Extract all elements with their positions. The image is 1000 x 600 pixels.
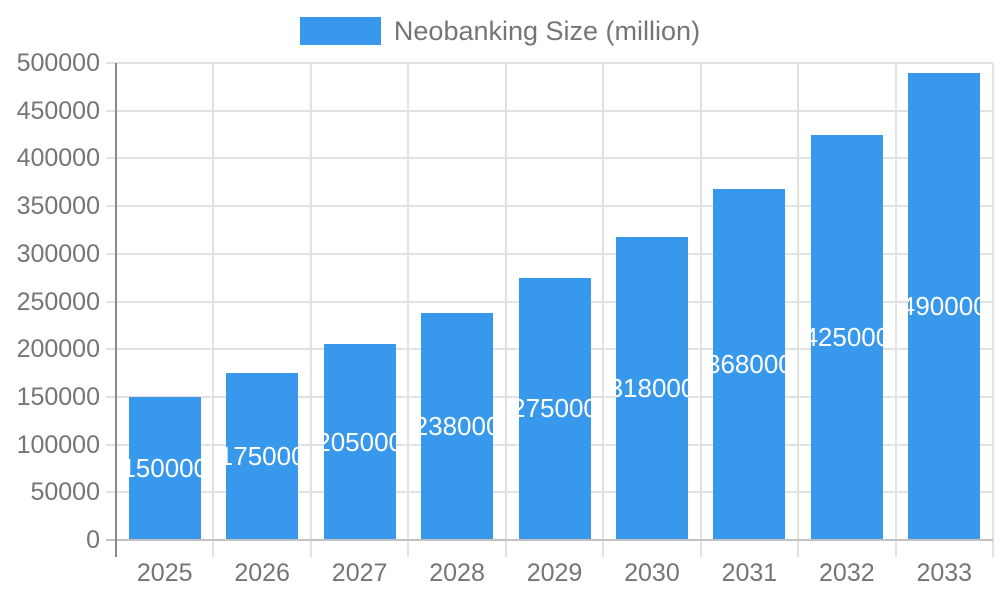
y-tick-label: 150000 [16,382,100,411]
y-tick-label: 0 [86,526,100,554]
x-gridline [992,63,994,557]
y-tick-label: 50000 [30,478,100,507]
x-gridline [699,63,702,557]
x-tick-label: 2032 [819,559,875,587]
bar: 425000 [810,134,883,540]
x-tick-label: 2033 [916,559,973,587]
y-tick-label: 300000 [16,239,100,268]
x-gridline [602,63,605,557]
x-tick-label: 2031 [721,559,778,587]
bar-value-label: 425000 [811,321,883,352]
bar: 150000 [128,396,201,540]
y-tick-label: 200000 [16,335,100,364]
bar-value-label: 490000 [908,290,980,321]
x-tick-label: 2025 [136,559,193,587]
bar-value-label: 318000 [616,372,688,403]
bar: 368000 [713,188,786,540]
x-gridline [894,63,897,557]
y-tick-label: 450000 [16,96,100,125]
x-gridline [309,63,312,557]
x-tick-label: 2027 [331,559,388,587]
bar: 175000 [226,373,299,540]
y-tick-label: 350000 [16,192,100,221]
x-gridline [504,63,507,557]
y-gridline [106,157,993,160]
x-axis-line [106,539,993,541]
x-tick-label: 2028 [429,559,485,587]
y-gridline [106,205,993,208]
bar-value-label: 175000 [226,441,298,472]
x-gridline [407,63,410,557]
bar-value-label: 238000 [421,410,493,441]
legend-label: Neobanking Size (million) [393,16,701,46]
y-tick-label: 100000 [16,430,100,459]
legend[interactable]: Neobanking Size (million) [0,15,1000,47]
x-gridline [212,63,215,557]
x-tick-label: 2026 [234,559,290,587]
y-axis-line [115,63,117,557]
legend-swatch [299,17,381,45]
y-tick-label: 400000 [16,144,100,173]
bar-value-label: 275000 [519,393,591,424]
y-gridline [106,62,993,64]
y-tick-label: 250000 [16,287,100,316]
x-tick-label: 2030 [624,559,680,587]
bar: 275000 [518,277,591,540]
bar: 318000 [615,236,688,540]
bar: 205000 [323,344,396,540]
bar-value-label: 205000 [324,426,396,457]
x-tick-label: 2029 [526,559,583,587]
y-gridline [106,109,993,112]
bar-value-label: 150000 [129,452,201,483]
y-gridline [106,252,993,255]
y-tick-label: 500000 [16,49,100,77]
bar-value-label: 368000 [713,348,785,379]
x-gridline [797,63,800,557]
bar: 490000 [908,72,981,540]
bar: 238000 [421,312,494,540]
